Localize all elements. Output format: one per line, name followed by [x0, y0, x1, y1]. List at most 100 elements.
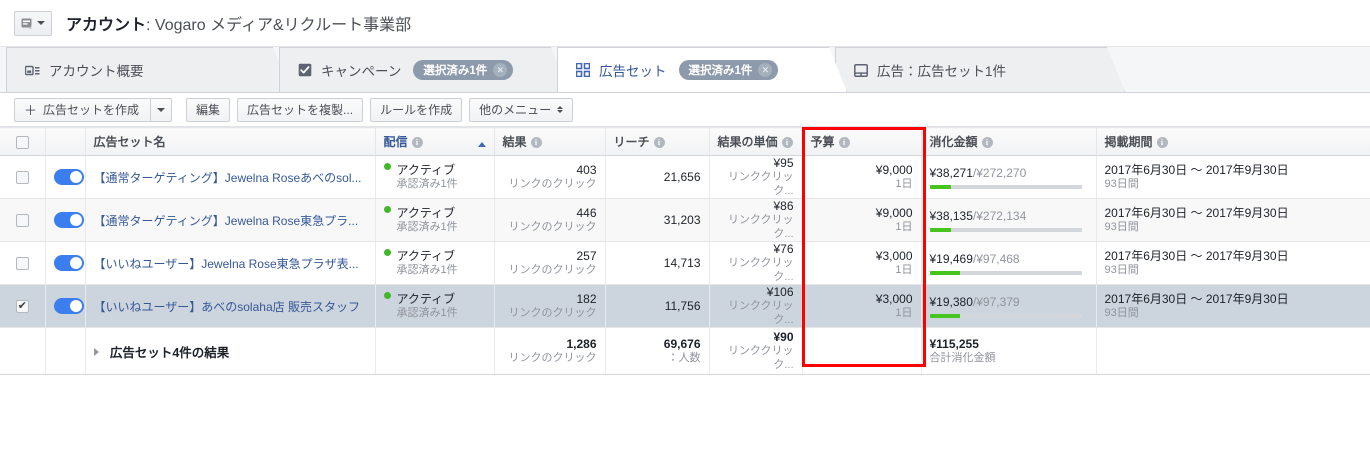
tab-label-adsets: 広告セット: [599, 64, 667, 79]
row-budget-cell[interactable]: ¥3,000 1日: [802, 241, 922, 285]
summary-spend-value: ¥115,255: [929, 337, 979, 351]
cost-unit: リンククリック...: [727, 214, 794, 240]
header-reach[interactable]: リーチ i: [605, 127, 710, 156]
tab-campaigns[interactable]: キャンペーン 選択済み1件 ✕: [279, 47, 569, 92]
row-toggle-cell[interactable]: [45, 284, 86, 328]
row-select-checkbox[interactable]: [15, 214, 29, 228]
row-budget-cell[interactable]: ¥9,000 1日: [802, 198, 922, 242]
delivery-main: アクティブ: [396, 163, 456, 177]
header-cost-per-result[interactable]: 結果の単価 i: [709, 127, 803, 156]
info-icon[interactable]: i: [781, 137, 793, 148]
info-icon[interactable]: i: [653, 137, 665, 148]
expand-triangle-icon[interactable]: [93, 347, 99, 356]
row-adset-name-cell[interactable]: 【いいねユーザー】Jewelna Rose東急プラザ表...: [85, 241, 376, 285]
row-delivery-cell: アクティブ 承認済み1件: [375, 198, 495, 242]
adset-status-toggle[interactable]: [53, 212, 84, 228]
info-icon[interactable]: i: [411, 137, 423, 148]
delivery-status: アクティブ 承認済み1件: [383, 249, 486, 277]
adset-selection-pill[interactable]: 選択済み1件 ✕: [679, 60, 779, 80]
header-adset-name[interactable]: 広告セット名: [85, 127, 376, 156]
sort-ascending-icon: [477, 142, 486, 147]
adset-name-link[interactable]: 【いいねユーザー】あべのsolaha店 販売スタッフ: [93, 299, 360, 314]
adset-status-toggle[interactable]: [53, 255, 84, 271]
row-checkbox-cell[interactable]: [0, 155, 46, 199]
row-cost-cell: ¥95 リンククリック...: [709, 155, 803, 199]
create-adset-dropdown-button[interactable]: [150, 97, 173, 122]
table-row[interactable]: 【いいねユーザー】あべのsolaha店 販売スタッフ アクティブ 承認済み1件 …: [0, 284, 1370, 328]
create-rule-button[interactable]: ルールを作成: [370, 97, 463, 122]
table-header-row: 広告セット名 配信 i 結果 i リーチ i 結果の単価 i 予算 i: [0, 127, 1370, 156]
results-unit: リンクのクリック: [508, 221, 597, 233]
info-icon[interactable]: i: [530, 137, 542, 148]
close-icon[interactable]: ✕: [758, 63, 772, 77]
row-budget-cell[interactable]: ¥9,000 1日: [802, 155, 922, 199]
adset-toolbar: ＋ 広告セットを作成 編集 広告セットを複製... ルールを作成 他のメニュー: [0, 93, 1370, 127]
info-icon[interactable]: i: [838, 137, 850, 148]
edit-label: 編集: [196, 103, 221, 117]
header-budget[interactable]: 予算 i: [802, 127, 922, 156]
header-results[interactable]: 結果 i: [494, 127, 606, 156]
delivery-main: アクティブ: [396, 292, 456, 306]
adset-name-link[interactable]: 【いいねユーザー】Jewelna Rose東急プラザ表...: [93, 256, 359, 271]
header-amount-spent[interactable]: 消化金額 i: [921, 127, 1097, 156]
tab-account-overview[interactable]: アカウント概要: [6, 47, 291, 92]
delivery-status: アクティブ 承認済み1件: [383, 292, 486, 320]
status-dot-icon: [383, 206, 391, 213]
adset-name-link[interactable]: 【通常ターゲティング】Jewelna Rose東急プラ...: [93, 213, 359, 228]
row-checkbox-cell[interactable]: [0, 241, 46, 285]
header-amount-spent-label: 消化金額: [929, 135, 978, 149]
row-select-checkbox[interactable]: [15, 257, 29, 271]
account-switcher-button[interactable]: [14, 10, 52, 36]
row-checkbox-cell[interactable]: [0, 198, 46, 242]
campaign-selection-pill[interactable]: 選択済み1件 ✕: [413, 60, 513, 80]
tab-ads[interactable]: 広告：広告セット1件: [835, 47, 1125, 92]
summary-reach-unit: ：人数: [667, 352, 701, 364]
row-results-cell: 182 リンクのクリック: [494, 284, 606, 328]
row-toggle-cell[interactable]: [45, 155, 86, 199]
row-adset-name-cell[interactable]: 【通常ターゲティング】Jewelna Rose東急プラ...: [85, 198, 376, 242]
edit-button[interactable]: 編集: [186, 97, 231, 122]
create-adset-button[interactable]: ＋ 広告セットを作成: [14, 97, 151, 122]
row-budget-cell[interactable]: ¥3,000 1日: [802, 284, 922, 328]
budget-period: 1日: [895, 307, 913, 319]
header-cost-per-result-label: 結果の単価: [717, 135, 778, 149]
row-adset-name-cell[interactable]: 【いいねユーザー】あべのsolaha店 販売スタッフ: [85, 284, 376, 328]
table-row[interactable]: 【いいねユーザー】Jewelna Rose東急プラザ表... アクティブ 承認済…: [0, 241, 1370, 285]
reach-value: 21,656: [663, 170, 701, 184]
spend-amount: ¥19,469/¥97,468: [930, 252, 1088, 266]
adset-status-toggle[interactable]: [53, 169, 84, 185]
row-select-checkbox[interactable]: [15, 299, 29, 314]
budget-value: ¥3,000: [875, 249, 913, 263]
header-select-all[interactable]: [0, 127, 46, 156]
account-card-icon: [21, 18, 32, 29]
adset-name-link[interactable]: 【通常ターゲティング】Jewelna Roseあべのsol...: [93, 170, 362, 185]
row-schedule-cell: 2017年6月30日 〜 2017年9月30日 93日間: [1096, 284, 1370, 328]
close-icon[interactable]: ✕: [493, 63, 507, 77]
cost-value: ¥95: [773, 156, 794, 170]
more-menu-button[interactable]: 他のメニュー: [469, 97, 574, 122]
tab-adsets[interactable]: 広告セット 選択済み1件 ✕: [557, 47, 847, 92]
account-title-bold: アカウント: [66, 17, 147, 34]
row-adset-name-cell[interactable]: 【通常ターゲティング】Jewelna Roseあべのsol...: [85, 155, 376, 199]
header-delivery[interactable]: 配信 i: [375, 127, 495, 156]
select-all-checkbox[interactable]: [15, 135, 29, 149]
plus-icon: ＋: [24, 103, 38, 118]
row-toggle-cell[interactable]: [45, 241, 86, 285]
schedule-range: 2017年6月30日 〜 2017年9月30日: [1104, 292, 1289, 306]
spend-amount: ¥38,271/¥272,270: [930, 166, 1088, 180]
row-spend-cell: ¥19,380/¥97,379: [921, 284, 1097, 328]
create-rule-label: ルールを作成: [380, 103, 453, 117]
adset-grid-icon: [576, 63, 590, 77]
row-select-checkbox[interactable]: [15, 171, 29, 185]
info-icon[interactable]: i: [981, 137, 993, 148]
table-row[interactable]: 【通常ターゲティング】Jewelna Roseあべのsol... アクティブ 承…: [0, 155, 1370, 199]
row-checkbox-cell[interactable]: [0, 284, 46, 328]
info-icon[interactable]: i: [1156, 137, 1168, 148]
row-schedule-cell: 2017年6月30日 〜 2017年9月30日 93日間: [1096, 155, 1370, 199]
duplicate-adset-button[interactable]: 広告セットを複製...: [237, 97, 364, 122]
adset-status-toggle[interactable]: [53, 298, 84, 314]
table-summary-row: 広告セット4件の結果 1,286 リンクのクリック 69,676 ：人数 ¥90…: [0, 327, 1370, 375]
header-schedule[interactable]: 掲載期間 i: [1096, 127, 1370, 156]
table-row[interactable]: 【通常ターゲティング】Jewelna Rose東急プラ... アクティブ 承認済…: [0, 198, 1370, 242]
row-toggle-cell[interactable]: [45, 198, 86, 242]
